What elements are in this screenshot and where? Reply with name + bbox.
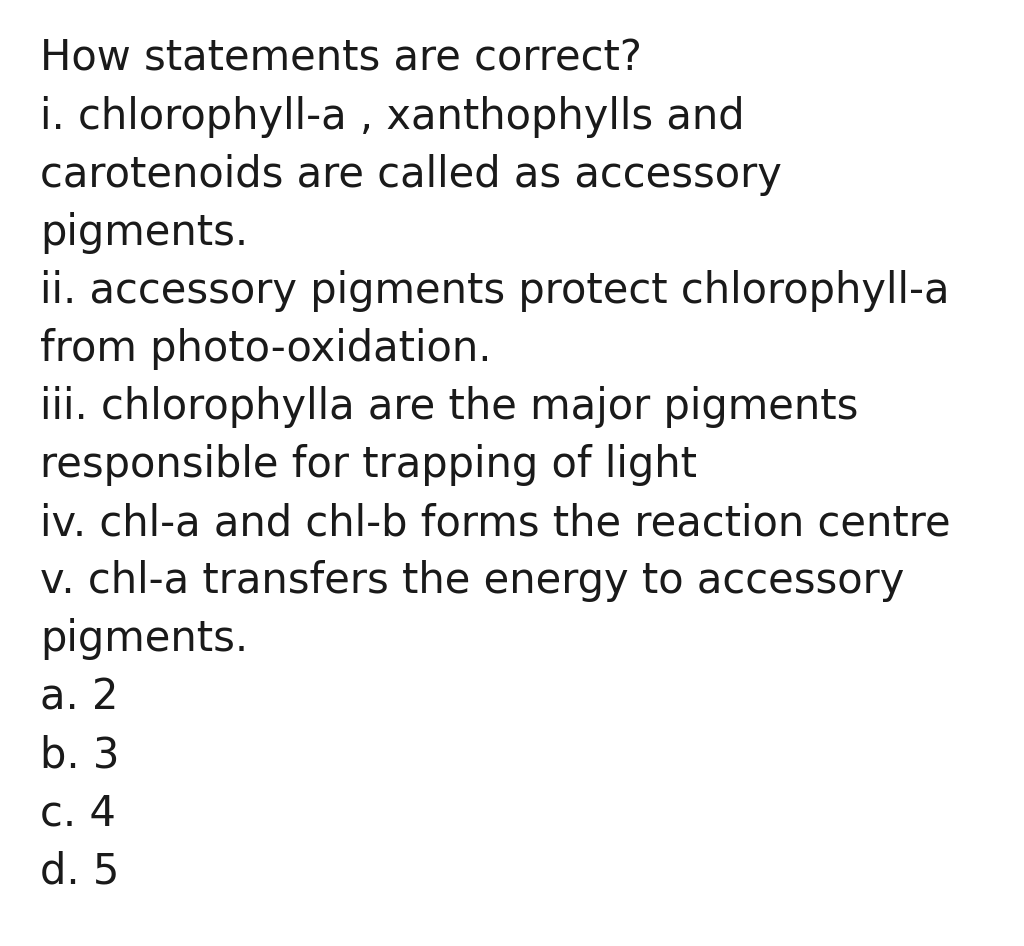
Text: d. 5: d. 5 xyxy=(40,850,120,892)
Text: ii. accessory pigments protect chlorophyll-a: ii. accessory pigments protect chlorophy… xyxy=(40,270,949,312)
Text: pigments.: pigments. xyxy=(40,212,248,254)
Text: How statements are correct?: How statements are correct? xyxy=(40,38,642,80)
Text: carotenoids are called as accessory: carotenoids are called as accessory xyxy=(40,154,782,196)
Text: v. chl-a transfers the energy to accessory: v. chl-a transfers the energy to accesso… xyxy=(40,560,904,602)
Text: pigments.: pigments. xyxy=(40,618,248,660)
Text: iii. chlorophylla are the major pigments: iii. chlorophylla are the major pigments xyxy=(40,386,858,428)
Text: iv. chl-a and chl-b forms the reaction centre: iv. chl-a and chl-b forms the reaction c… xyxy=(40,502,950,544)
Text: a. 2: a. 2 xyxy=(40,676,119,718)
Text: c. 4: c. 4 xyxy=(40,792,116,834)
Text: i. chlorophyll-a , xanthophylls and: i. chlorophyll-a , xanthophylls and xyxy=(40,96,744,138)
Text: b. 3: b. 3 xyxy=(40,734,120,776)
Text: responsible for trapping of light: responsible for trapping of light xyxy=(40,444,697,486)
Text: from photo-oxidation.: from photo-oxidation. xyxy=(40,328,492,370)
